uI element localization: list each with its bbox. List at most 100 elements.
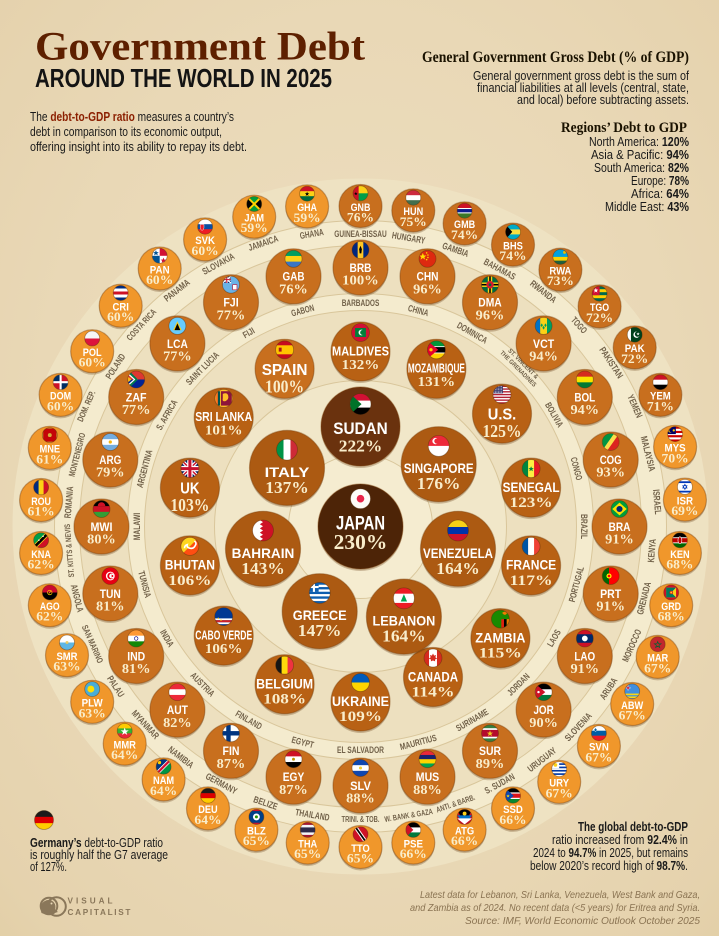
- svg-text:88%: 88%: [413, 782, 442, 797]
- svg-text:MALDIVES: MALDIVES: [332, 343, 389, 358]
- svg-text:103%: 103%: [170, 495, 209, 515]
- svg-text:87%: 87%: [279, 782, 308, 797]
- svg-text:ITALY: ITALY: [265, 464, 311, 480]
- svg-text:GAB: GAB: [283, 270, 305, 284]
- svg-text:75%: 75%: [400, 215, 427, 229]
- svg-text:CABO VERDE: CABO VERDE: [195, 627, 252, 642]
- svg-text:88%: 88%: [346, 791, 375, 806]
- svg-text:81%: 81%: [96, 599, 125, 614]
- svg-text:93%: 93%: [596, 465, 625, 480]
- svg-text:YEM: YEM: [650, 391, 671, 403]
- svg-text:FRANCE: FRANCE: [506, 558, 556, 573]
- svg-text:74%: 74%: [451, 228, 478, 242]
- svg-text:GRD: GRD: [661, 601, 681, 613]
- svg-text:DOM: DOM: [50, 391, 71, 403]
- svg-text:PAN: PAN: [150, 264, 170, 276]
- svg-text:222%: 222%: [339, 437, 383, 456]
- svg-text:VCT: VCT: [533, 337, 554, 351]
- svg-text:U.S.: U.S.: [488, 407, 517, 424]
- svg-text:SVN: SVN: [589, 742, 609, 754]
- svg-text:131%: 131%: [418, 375, 456, 390]
- svg-text:87%: 87%: [217, 756, 246, 771]
- svg-text:64%: 64%: [111, 748, 138, 762]
- svg-text:THA: THA: [298, 838, 317, 850]
- svg-text:143%: 143%: [241, 559, 285, 578]
- svg-text:BAHRAIN: BAHRAIN: [232, 545, 295, 561]
- svg-text:67%: 67%: [619, 709, 646, 723]
- svg-text:DEU: DEU: [198, 804, 217, 816]
- svg-text:73%: 73%: [547, 274, 574, 288]
- svg-text:JAM: JAM: [244, 213, 264, 225]
- svg-text:ARG: ARG: [99, 453, 121, 467]
- svg-text:Latest data for Lebanon, Sri L: Latest data for Lebanon, Sri Lanka, Vene…: [410, 890, 700, 927]
- svg-text:115%: 115%: [479, 646, 522, 662]
- svg-text:URY: URY: [549, 778, 569, 790]
- svg-text:65%: 65%: [347, 852, 374, 866]
- svg-text:CAPITALIST: CAPITALIST: [68, 908, 133, 917]
- svg-text:65%: 65%: [294, 847, 321, 861]
- svg-text:CHN: CHN: [417, 270, 439, 284]
- svg-text:HUN: HUN: [403, 206, 423, 218]
- svg-text:123%: 123%: [510, 495, 553, 511]
- svg-text:81%: 81%: [122, 661, 151, 676]
- svg-text:63%: 63%: [79, 706, 106, 720]
- svg-text:62%: 62%: [36, 610, 63, 624]
- svg-text:Asia & Pacific: 94%: Asia & Pacific: 94%: [591, 147, 689, 162]
- svg-text:TGO: TGO: [590, 302, 609, 314]
- svg-text:AROUND THE WORLD IN 2025: AROUND THE WORLD IN 2025: [35, 63, 332, 93]
- svg-text:77%: 77%: [122, 402, 151, 417]
- svg-text:Middle East: 43%: Middle East: 43%: [605, 199, 689, 214]
- svg-text:GHA: GHA: [297, 202, 317, 214]
- svg-text:68%: 68%: [666, 558, 693, 572]
- svg-text:BELGIUM: BELGIUM: [256, 677, 313, 692]
- svg-text:GNB: GNB: [351, 202, 371, 214]
- svg-text:106%: 106%: [205, 642, 243, 657]
- svg-text:60%: 60%: [107, 310, 134, 324]
- svg-text:JOR: JOR: [533, 703, 553, 717]
- svg-text:SUR: SUR: [479, 744, 501, 758]
- svg-text:67%: 67%: [585, 750, 612, 764]
- svg-text:GMB: GMB: [454, 219, 475, 231]
- svg-text:TTO: TTO: [351, 843, 370, 855]
- svg-text:132%: 132%: [342, 358, 380, 373]
- svg-text:79%: 79%: [96, 465, 125, 480]
- svg-text:Regions’ Debt to GDP: Regions’ Debt to GDP: [561, 120, 687, 136]
- svg-text:FIN: FIN: [223, 744, 240, 758]
- svg-text:BHUTAN: BHUTAN: [165, 558, 215, 573]
- svg-text:230%: 230%: [334, 530, 388, 554]
- svg-text:PAK: PAK: [625, 343, 645, 355]
- svg-text:ZAF: ZAF: [126, 390, 147, 404]
- svg-text:COG: COG: [600, 453, 622, 467]
- svg-text:MMR: MMR: [114, 739, 136, 751]
- svg-text:ATG: ATG: [455, 825, 474, 837]
- svg-text:MAR: MAR: [647, 653, 668, 665]
- svg-text:94%: 94%: [571, 402, 600, 417]
- svg-text:FJI: FJI: [223, 296, 238, 310]
- svg-text:KNA: KNA: [31, 549, 51, 561]
- svg-text:67%: 67%: [546, 786, 573, 800]
- svg-text:114%: 114%: [412, 685, 455, 701]
- svg-text:VISUAL: VISUAL: [68, 897, 116, 906]
- svg-text:90%: 90%: [529, 715, 558, 730]
- svg-text:CRI: CRI: [113, 302, 129, 314]
- svg-text:63%: 63%: [53, 660, 80, 674]
- svg-text:SSD: SSD: [503, 804, 523, 816]
- svg-text:BOL: BOL: [574, 390, 595, 404]
- svg-text:SLV: SLV: [350, 779, 371, 793]
- svg-text:BRA: BRA: [609, 520, 631, 534]
- svg-text:72%: 72%: [586, 311, 613, 325]
- svg-text:Europe: 78%: Europe: 78%: [631, 173, 689, 188]
- svg-text:100%: 100%: [342, 273, 379, 288]
- svg-text:69%: 69%: [671, 504, 698, 518]
- svg-text:SUDAN: SUDAN: [333, 419, 387, 438]
- svg-text:BARBADOS: BARBADOS: [342, 298, 380, 308]
- svg-text:ROMANIA: ROMANIA: [62, 486, 76, 519]
- svg-text:66%: 66%: [451, 834, 478, 848]
- svg-text:ISRAEL: ISRAEL: [651, 489, 664, 515]
- svg-text:100%: 100%: [265, 376, 304, 396]
- svg-text:LEBANON: LEBANON: [373, 613, 436, 629]
- svg-text:60%: 60%: [79, 356, 106, 370]
- svg-text:DMA: DMA: [478, 296, 501, 310]
